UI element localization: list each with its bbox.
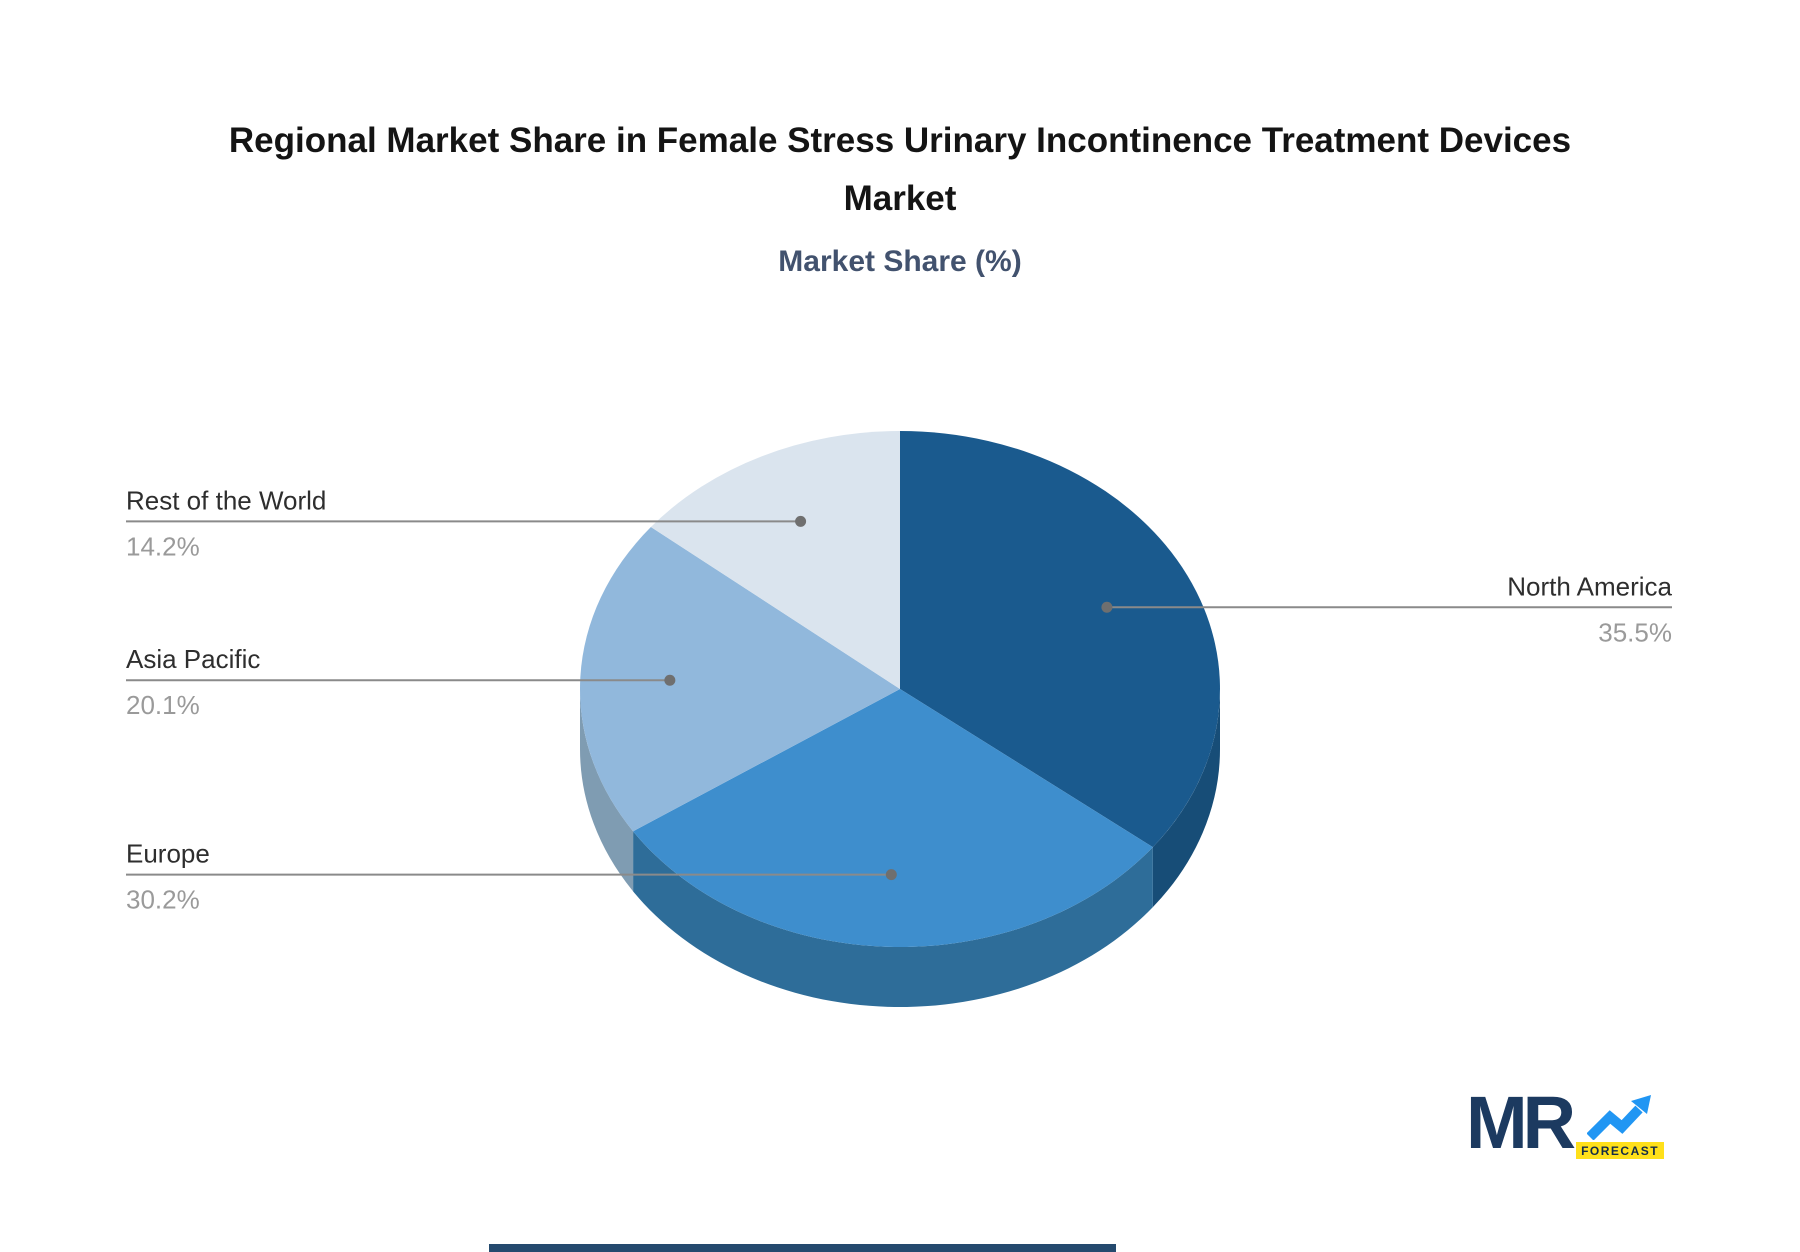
slice-value-north-america: 35.5% bbox=[1598, 617, 1672, 647]
pie-rim-group bbox=[580, 689, 1220, 1007]
slice-label-rest-of-the-world: Rest of the World bbox=[126, 485, 326, 515]
slice-value-asia-pacific: 20.1% bbox=[126, 690, 200, 720]
chart-subtitle: Market Share (%) bbox=[778, 245, 1022, 278]
leader-dot-rest-of-the-world bbox=[795, 515, 807, 527]
pie-slice-europe[interactable] bbox=[633, 689, 1153, 948]
pie-slice-north-america[interactable] bbox=[900, 431, 1221, 848]
pie-slice-rest-of-the-world[interactable] bbox=[650, 431, 900, 689]
leader-dot-asia-pacific bbox=[664, 674, 676, 686]
pie-rim-asia-pacific bbox=[580, 689, 634, 892]
slice-labels-group: North America 35.5% Europe 30.2% Asia Pacifi… bbox=[126, 485, 1673, 914]
trend-arrow-icon bbox=[1587, 1095, 1652, 1140]
slice-label-north-america: North America bbox=[1507, 571, 1672, 601]
logo-forecast-badge: FORECAST bbox=[1576, 1142, 1665, 1159]
pie-rim-north-america bbox=[1152, 689, 1220, 908]
leader-dot-europe bbox=[885, 869, 897, 881]
leader-dot-north-america bbox=[1101, 601, 1113, 613]
slice-value-europe: 30.2% bbox=[126, 885, 200, 915]
pie-rim-europe bbox=[633, 831, 1153, 1007]
slice-value-rest-of-the-world: 14.2% bbox=[126, 531, 200, 561]
chart-title: Regional Market Share in Female Stress U… bbox=[228, 121, 1572, 218]
pie-slices-group bbox=[580, 431, 1221, 948]
bottom-accent-bar bbox=[489, 1244, 1116, 1252]
slice-label-europe: Europe bbox=[126, 839, 210, 869]
logo-right-block: FORECAST bbox=[1576, 1094, 1665, 1159]
leader-lines-group bbox=[126, 515, 1672, 881]
slice-label-asia-pacific: Asia Pacific bbox=[126, 644, 260, 674]
pie-slice-asia-pacific[interactable] bbox=[580, 527, 900, 832]
logo-mr-text: MR bbox=[1466, 1081, 1576, 1164]
brand-logo: MR FORECAST bbox=[1466, 1081, 1665, 1164]
